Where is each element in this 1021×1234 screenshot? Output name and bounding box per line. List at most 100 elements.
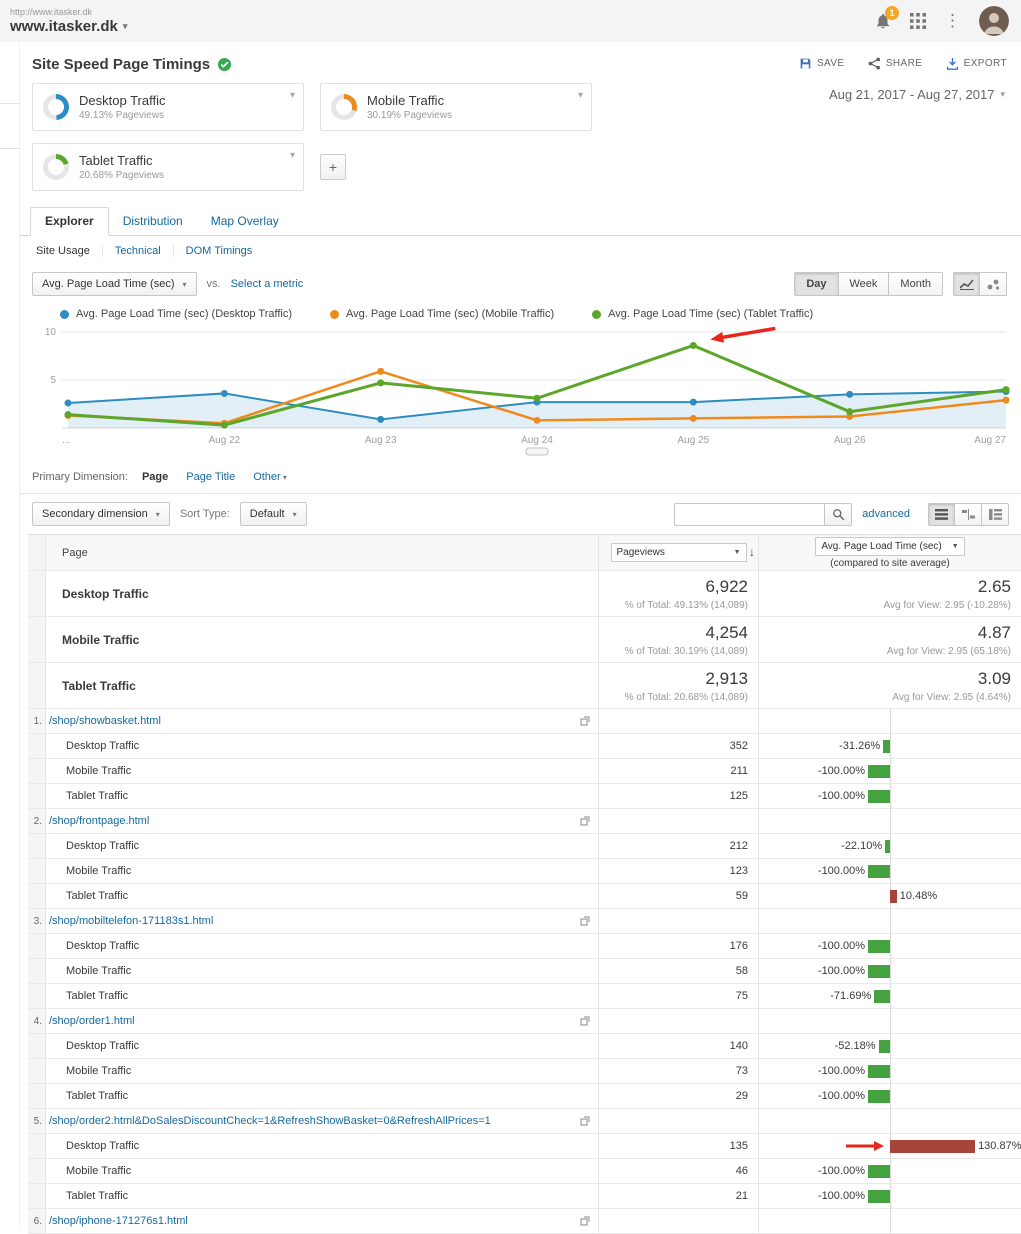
open-in-new-icon[interactable]: [580, 716, 590, 726]
segment-breakdown-row: Tablet Traffic 29 -100.00%: [28, 1084, 1021, 1109]
subtab-dom-timings[interactable]: DOM Timings: [172, 245, 265, 257]
open-in-new-icon[interactable]: [580, 1016, 590, 1026]
chevron-down-icon[interactable]: ▾: [289, 150, 295, 161]
summary-pageviews-value: 4,254: [705, 622, 748, 642]
subtab-technical[interactable]: Technical: [101, 245, 173, 257]
add-segment-button[interactable]: +: [320, 154, 346, 180]
delta-bar: [868, 965, 890, 978]
summary-row: Tablet Traffic 2,913 % of Total: 20.68% (1…: [28, 663, 1021, 709]
report-subtabs: Site Usage Technical DOM Timings: [20, 236, 1021, 266]
page-link[interactable]: /shop/order2.html&DoSalesDiscountCheck=1…: [49, 1115, 491, 1127]
tab-map-overlay[interactable]: Map Overlay: [210, 214, 279, 228]
primary-dimension-page-title[interactable]: Page Title: [186, 471, 236, 483]
primary-dimension-page[interactable]: Page: [141, 471, 169, 483]
kebab-menu-button[interactable]: ⋮: [944, 11, 961, 30]
sort-type-dropdown[interactable]: Default ▾: [239, 502, 307, 526]
segment-label: Tablet Traffic: [46, 1084, 599, 1108]
download-icon: [946, 57, 958, 70]
select-metric-link[interactable]: Select a metric: [230, 278, 304, 290]
segment-label: Mobile Traffic: [46, 759, 599, 783]
save-button[interactable]: SAVE: [799, 57, 845, 70]
tab-explorer[interactable]: Explorer: [30, 207, 109, 236]
export-label: EXPORT: [963, 57, 1007, 69]
column-header-page[interactable]: Page: [46, 535, 599, 570]
page-link[interactable]: /shop/mobiltelefon-171183s1.html: [49, 915, 214, 927]
metric-column-note: (compared to site average): [830, 557, 950, 569]
granularity-day[interactable]: Day: [794, 272, 839, 296]
open-in-new-icon[interactable]: [580, 816, 590, 826]
subtab-site-usage[interactable]: Site Usage: [36, 245, 90, 257]
share-button[interactable]: SHARE: [868, 57, 922, 70]
timeline-slider-handle[interactable]: [525, 447, 549, 456]
chevron-down-icon[interactable]: ▾: [289, 90, 295, 101]
pageviews-column-label: Pageviews: [616, 547, 665, 558]
export-button[interactable]: EXPORT: [946, 57, 1007, 70]
page-link[interactable]: /shop/order1.html: [49, 1015, 135, 1027]
apps-grid-icon: [910, 13, 926, 29]
segment-label: Tablet Traffic: [46, 1184, 599, 1208]
view-table-button[interactable]: [928, 502, 955, 526]
view-pivot-button[interactable]: [982, 502, 1009, 526]
notifications-button[interactable]: 1: [874, 6, 899, 31]
sort-descending-icon[interactable]: ↓: [749, 545, 755, 559]
segment-breakdown-row: Tablet Traffic 75 -71.69%: [28, 984, 1021, 1009]
segment-label: Tablet Traffic: [46, 984, 599, 1008]
page-link[interactable]: /shop/frontpage.html: [49, 815, 150, 827]
pageviews-column-dropdown[interactable]: Pageviews ▼: [610, 543, 747, 562]
segment-donut-icon: [43, 154, 69, 180]
segment-label: Desktop Traffic: [46, 1134, 599, 1158]
delta-bar: [868, 1165, 890, 1178]
vs-label: vs.: [206, 278, 221, 290]
primary-dimension-other[interactable]: Other ▾: [253, 471, 287, 483]
timeline-chart[interactable]: 5 10... Aug 22 Aug 23 Aug 24 Aug 25 Aug 26 Aug …: [28, 324, 1018, 458]
segment-breakdown-row: Tablet Traffic 21 -100.00%: [28, 1184, 1021, 1209]
share-label: SHARE: [885, 57, 923, 69]
segment-donut-icon: [331, 94, 357, 120]
metric-bar: Avg. Page Load Time (sec) ▾ vs. Select a…: [20, 266, 1021, 302]
date-range-selector[interactable]: Aug 21, 2017 - Aug 27, 2017 ▾: [829, 87, 1005, 102]
page-link[interactable]: /shop/showbasket.html: [49, 715, 161, 727]
granularity-week[interactable]: Week: [838, 272, 890, 296]
segment-card-tablet-traffic[interactable]: Tablet Traffic 20.68% Pageviews ▾: [32, 143, 304, 191]
chevron-down-icon[interactable]: ▾: [577, 90, 583, 101]
open-in-new-icon[interactable]: [580, 1116, 590, 1126]
segment-breakdown-row: Desktop Traffic 140 -52.18%: [28, 1034, 1021, 1059]
summary-metric-value: 4.87: [977, 622, 1011, 642]
segment-card-desktop-traffic[interactable]: Desktop Traffic 49.13% Pageviews ▾: [32, 83, 304, 131]
primary-dimension-label: Primary Dimension:: [32, 471, 128, 483]
row-number: 1.: [28, 709, 46, 733]
metric-dropdown[interactable]: Avg. Page Load Time (sec) ▾: [32, 272, 197, 296]
granularity-month[interactable]: Month: [889, 272, 943, 296]
page-link[interactable]: /shop/iphone-171276s1.html: [49, 1215, 188, 1227]
legend-item: Avg. Page Load Time (sec) (Mobile Traffi…: [330, 308, 554, 320]
segment-label: Mobile Traffic: [46, 1159, 599, 1183]
summary-segment-label: Tablet Traffic: [46, 663, 599, 708]
metric-column-dropdown[interactable]: Avg. Page Load Time (sec) ▼: [815, 536, 965, 556]
delta-value: -100.00%: [817, 965, 865, 977]
open-in-new-icon[interactable]: [580, 1216, 590, 1226]
delta-bar: [890, 890, 897, 903]
delta-value: -100.00%: [817, 1090, 865, 1102]
search-button[interactable]: [824, 502, 853, 526]
search-input[interactable]: [674, 502, 825, 526]
avatar[interactable]: [979, 6, 1009, 36]
summary-metric-note: Avg for View: 2.95 (65.18%): [886, 645, 1011, 657]
apps-grid-button[interactable]: [910, 13, 926, 29]
open-in-new-icon[interactable]: [580, 916, 590, 926]
chart-type-motion-button[interactable]: [980, 272, 1007, 296]
chart-area: 5 10... Aug 22 Aug 23 Aug 24 Aug 25 Aug 26 Aug …: [20, 322, 1021, 461]
summary-metric-value: 3.09: [977, 668, 1011, 688]
view-comparison-button[interactable]: [955, 502, 982, 526]
summary-row: Desktop Traffic 6,922 % of Total: 49.13% (…: [28, 571, 1021, 617]
delta-bar: [868, 790, 890, 803]
motion-chart-icon: [987, 279, 999, 290]
tab-distribution[interactable]: Distribution: [122, 214, 183, 228]
chart-type-line-button[interactable]: [953, 272, 980, 296]
segment-card-mobile-traffic[interactable]: Mobile Traffic 30.19% Pageviews ▾: [320, 83, 592, 131]
account-selector[interactable]: www.itasker.dk ▾: [10, 18, 127, 35]
notification-badge: 1: [885, 6, 899, 20]
delta-bar: [878, 1040, 890, 1053]
advanced-link[interactable]: advanced: [862, 508, 910, 520]
secondary-dimension-dropdown[interactable]: Secondary dimension ▾: [32, 502, 170, 526]
delta-value: -100.00%: [817, 790, 865, 802]
